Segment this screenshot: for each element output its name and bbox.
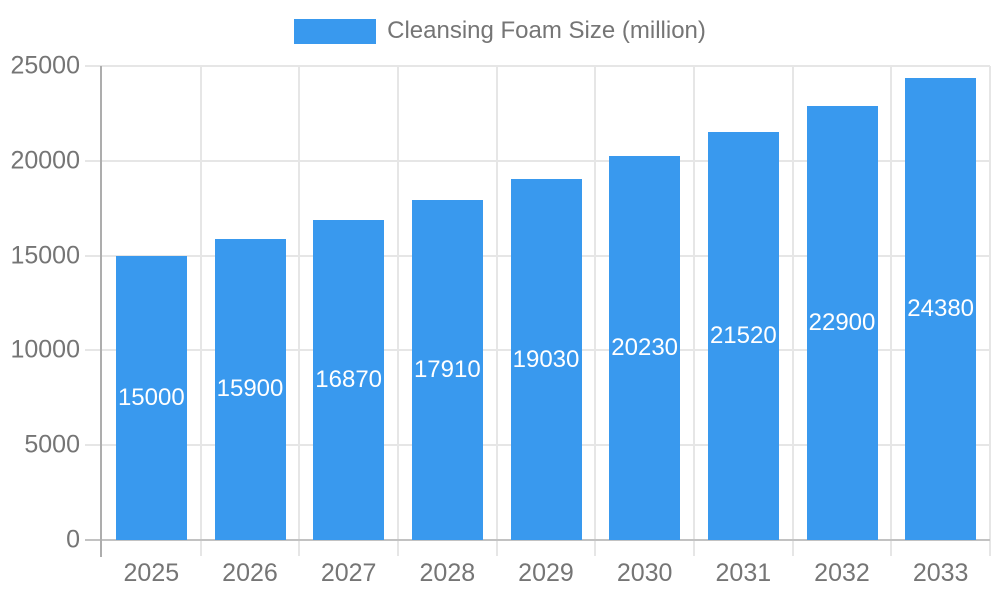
bar[interactable]: 16870 [313,220,385,540]
bar-value-label: 24380 [907,294,975,322]
bar[interactable]: 15000 [115,255,187,540]
bar-value-label: 17910 [413,356,481,384]
legend-item-cleansing-foam-size[interactable]: Cleansing Foam Size (million) [294,17,706,45]
y-axis-tick-label: 20000 [10,146,80,175]
bar[interactable]: 21520 [707,131,779,540]
x-axis-tick-label: 2032 [814,559,870,587]
y-axis-tick-label: 10000 [10,335,80,364]
y-axis: 0 5000 10000 15000 20000 25000 [0,52,80,554]
y-axis-line [100,66,102,557]
x-axis-tick-label: 2025 [123,559,180,587]
legend-swatch [294,18,377,44]
legend-label: Cleansing Foam Size (million) [387,17,706,44]
bar-value-label: 20230 [611,334,679,362]
gridline-vertical [989,66,991,556]
bar-value-label: 15000 [117,383,185,411]
y-axis-tick-label: 25000 [10,51,80,80]
x-axis-tick-label: 2026 [222,559,278,587]
gridline-vertical [397,66,399,556]
bar-value-label: 22900 [808,308,876,336]
bar[interactable]: 15900 [214,238,286,540]
y-axis-tick-label: 15000 [10,241,80,270]
x-axis-tick-label: 2033 [912,559,969,587]
x-axis-tick-label: 2030 [616,559,673,587]
bar-value-label: 19030 [512,345,580,373]
y-axis-tick-label: 5000 [24,430,80,459]
gridline-vertical [890,66,893,556]
x-axis-tick-label: 2028 [419,559,476,587]
gridline-vertical [693,66,695,556]
gridline-vertical [594,66,597,556]
y-axis-tick-label: 0 [66,525,80,554]
bar-value-label: 16870 [315,366,383,394]
gridline-horizontal [85,159,990,162]
plot-area: 15000 15900 16870 17910 19030 20230 21520 22900… [85,65,991,557]
bar[interactable]: 19030 [510,179,582,540]
bar-value-label: 15900 [216,375,284,403]
x-axis: 2025 2026 2027 2028 2029 2030 2031 2032 2033 [102,557,990,593]
x-axis-tick-label: 2027 [320,559,377,587]
bar[interactable]: 20230 [609,156,681,540]
zero-gridline [85,539,990,541]
bar[interactable]: 17910 [411,200,483,540]
bar-value-label: 21520 [709,321,777,349]
gridline-vertical [199,66,202,556]
x-axis-tick-label: 2031 [715,559,772,587]
x-axis-tick-label: 2029 [518,559,574,587]
bar[interactable]: 24380 [905,77,977,540]
gridline-vertical [791,66,794,556]
gridline-vertical [495,66,498,556]
gridline-vertical [298,66,301,556]
chart-legend: Cleansing Foam Size (million) [0,17,1000,45]
gridline-horizontal [85,65,990,67]
bar[interactable]: 22900 [806,105,878,540]
